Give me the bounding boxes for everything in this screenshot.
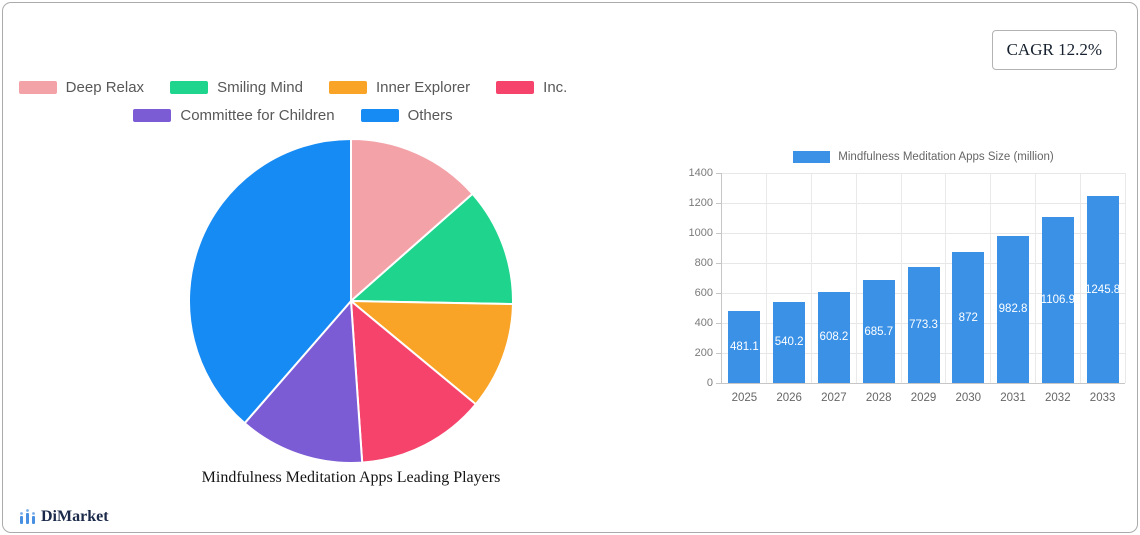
x-tick-label: 2033 bbox=[1089, 392, 1116, 404]
logo-text: DiMarket bbox=[41, 508, 109, 525]
y-tick-label: 400 bbox=[694, 317, 713, 329]
bar-2030: 872 bbox=[952, 252, 985, 383]
legend-item-inner-explorer[interactable]: Inner Explorer bbox=[328, 79, 471, 96]
bar-2025: 481.1 bbox=[728, 310, 761, 383]
bar-2027: 608.2 bbox=[817, 291, 850, 383]
bar-value-label: 1106.9 bbox=[1040, 293, 1075, 306]
x-tick-label: 2027 bbox=[821, 392, 847, 404]
v-gridline bbox=[900, 173, 902, 383]
y-axis-tick bbox=[716, 352, 721, 354]
h-gridline bbox=[722, 172, 1125, 174]
pie-slice-inner-explorer bbox=[350, 300, 514, 406]
y-axis-line bbox=[721, 173, 722, 383]
bar-value-label: 540.2 bbox=[774, 336, 804, 349]
x-axis-line bbox=[717, 383, 1125, 384]
x-tick-label: 2026 bbox=[776, 392, 802, 404]
bar-2033: 1245.8 bbox=[1085, 196, 1121, 383]
bar-legend-label: Mindfulness Meditation Apps Size (millio… bbox=[838, 151, 1054, 163]
x-tick-label: 2032 bbox=[1045, 392, 1071, 404]
bar-value-label: 685.7 bbox=[864, 325, 894, 338]
x-tick-label: 2029 bbox=[910, 392, 937, 404]
y-tick-label: 1200 bbox=[688, 197, 713, 209]
h-gridline bbox=[722, 262, 1125, 264]
legend-item-inc[interactable]: Inc. bbox=[496, 79, 567, 96]
pie-slice-inc bbox=[350, 300, 477, 464]
legend-item-others[interactable]: Others bbox=[360, 107, 453, 124]
legend-swatch bbox=[133, 109, 172, 122]
bar-2029: 773.3 bbox=[907, 267, 940, 383]
x-tick-label: 2031 bbox=[1000, 392, 1026, 404]
y-tick-label: 1000 bbox=[688, 227, 713, 239]
legend-item-smiling-mind[interactable]: Smiling Mind bbox=[170, 79, 303, 96]
bar-value-label: 608.2 bbox=[819, 331, 849, 344]
v-gridline bbox=[855, 173, 857, 383]
v-gridline bbox=[766, 173, 768, 383]
h-gridline bbox=[722, 202, 1125, 204]
y-tick-label: 800 bbox=[694, 257, 713, 269]
bar-legend-item[interactable]: Mindfulness Meditation Apps Size (millio… bbox=[722, 151, 1125, 163]
mini-bar-chart-icon bbox=[20, 509, 35, 524]
bar-legend-swatch bbox=[793, 151, 831, 163]
y-tick-label: 0 bbox=[706, 377, 713, 389]
legend-label: Smiling Mind bbox=[217, 79, 303, 96]
x-tick-label: 2030 bbox=[955, 392, 982, 404]
legend-swatch bbox=[328, 81, 367, 94]
dimarket-logo: DiMarket bbox=[19, 508, 109, 526]
bar-value-label: 872 bbox=[958, 311, 978, 324]
legend-label: Inc. bbox=[543, 79, 568, 96]
y-axis-tick bbox=[716, 202, 721, 204]
y-axis-tick bbox=[716, 232, 721, 234]
y-tick-label: 600 bbox=[694, 287, 713, 299]
pie-slice-others bbox=[188, 138, 352, 425]
v-gridline bbox=[1079, 173, 1081, 383]
v-gridline bbox=[1034, 173, 1036, 383]
pie-slice-committee-for-children bbox=[243, 300, 364, 464]
v-gridline bbox=[1124, 173, 1126, 383]
v-gridline bbox=[945, 173, 947, 383]
pie-slice-deep-relax bbox=[350, 138, 474, 302]
legend-swatch bbox=[170, 81, 209, 94]
pie-chart bbox=[188, 138, 514, 464]
y-tick-label: 200 bbox=[694, 347, 713, 359]
pie-legend-row-1: Deep Relax Smiling Mind Inner Explorer Inc. bbox=[18, 79, 567, 96]
bar-value-label: 773.3 bbox=[909, 319, 938, 331]
bar-chart-plot-area: 0 200 400 600 800 1000 1200 1400 481.1 2025 540.2 2… bbox=[689, 167, 1126, 404]
bar-2028: 685.7 bbox=[862, 280, 895, 383]
y-axis-tick bbox=[716, 382, 721, 384]
pie-legend: Deep Relax Smiling Mind Inner Explorer Inc.… bbox=[18, 79, 567, 124]
bar-value-label: 481.1 bbox=[729, 340, 759, 353]
bar-2026: 540.2 bbox=[773, 301, 806, 383]
pie-slice-smiling-mind bbox=[350, 192, 514, 306]
v-gridline bbox=[811, 173, 813, 383]
legend-item-deep-relax[interactable]: Deep Relax bbox=[18, 79, 145, 96]
y-axis-tick bbox=[716, 262, 721, 264]
y-axis-tick bbox=[716, 322, 721, 324]
legend-swatch bbox=[18, 81, 57, 94]
y-axis-tick bbox=[716, 292, 721, 294]
cagr-badge: CAGR 12.2% bbox=[991, 30, 1117, 70]
legend-item-committee-for-children[interactable]: Committee for Children bbox=[133, 107, 335, 124]
x-tick-label: 2025 bbox=[731, 392, 758, 404]
pie-chart-title: Mindfulness Meditation Apps Leading Play… bbox=[201, 469, 501, 486]
legend-label: Inner Explorer bbox=[375, 79, 471, 96]
h-gridline bbox=[722, 232, 1125, 234]
bar-value-label: 982.8 bbox=[998, 303, 1028, 316]
y-tick-label: 1400 bbox=[688, 167, 713, 179]
bar-2031: 982.8 bbox=[997, 235, 1030, 383]
legend-label: Others bbox=[407, 107, 453, 124]
legend-label: Committee for Children bbox=[180, 107, 335, 124]
y-axis-tick bbox=[716, 172, 721, 174]
x-tick-label: 2028 bbox=[865, 392, 892, 404]
legend-swatch bbox=[496, 81, 535, 94]
v-gridline bbox=[990, 173, 992, 383]
bar-2032: 1106.9 bbox=[1040, 216, 1075, 383]
legend-label: Deep Relax bbox=[65, 79, 145, 96]
pie-legend-row-2: Committee for Children Others bbox=[133, 107, 453, 124]
bar-value-label: 1245.8 bbox=[1085, 283, 1121, 296]
legend-swatch bbox=[360, 109, 399, 122]
